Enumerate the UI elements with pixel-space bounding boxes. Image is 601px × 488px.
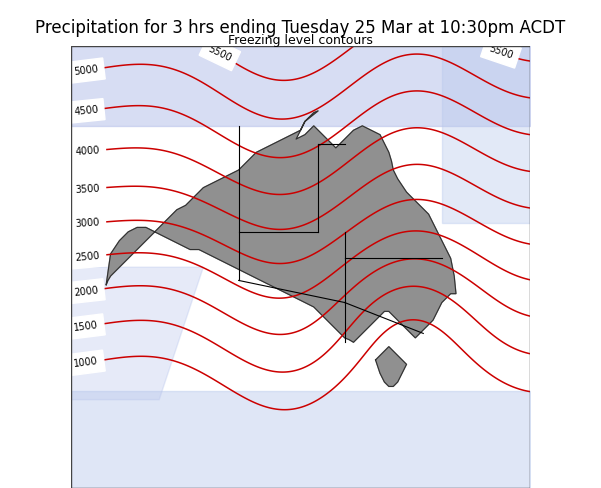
- Text: 4500: 4500: [73, 105, 99, 117]
- Polygon shape: [376, 346, 406, 386]
- Text: 3500: 3500: [75, 183, 100, 195]
- Text: Freezing level contours: Freezing level contours: [228, 34, 373, 47]
- Text: Precipitation for 3 hrs ending Tuesday 25 Mar at 10:30pm ACDT: Precipitation for 3 hrs ending Tuesday 2…: [35, 19, 566, 37]
- Text: 5500: 5500: [487, 43, 514, 61]
- Text: 2500: 2500: [75, 251, 100, 263]
- Polygon shape: [106, 111, 456, 342]
- Text: 2000: 2000: [73, 285, 99, 298]
- Text: 1500: 1500: [73, 320, 99, 333]
- Polygon shape: [71, 267, 203, 400]
- Text: 5000: 5000: [73, 64, 99, 77]
- Text: 4000: 4000: [75, 145, 100, 157]
- Text: 3000: 3000: [75, 218, 100, 229]
- Polygon shape: [442, 46, 530, 223]
- Text: 5500: 5500: [207, 43, 233, 63]
- Text: 1000: 1000: [73, 356, 99, 369]
